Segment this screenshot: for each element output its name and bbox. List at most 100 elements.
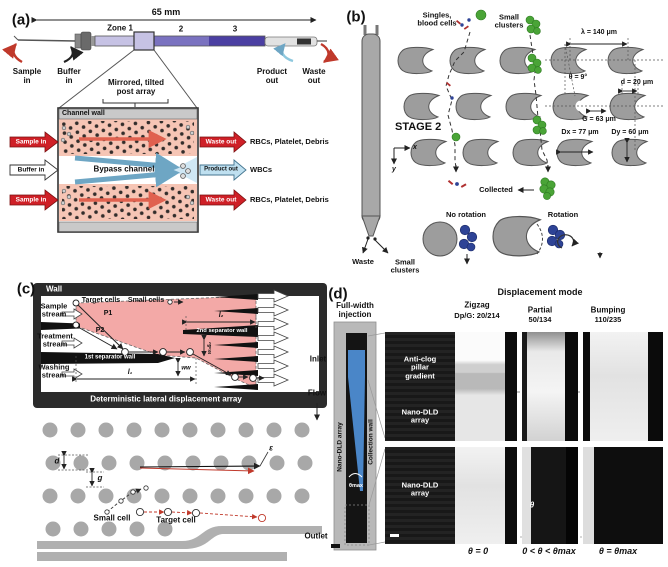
col-zigzag-ratio: Dp/G: 20/214 [454, 310, 500, 320]
target-cells-label: Target cells [81, 297, 121, 305]
sep2-label: 2nd separator wall [196, 327, 248, 334]
displacement-mode-title: Displacement mode [497, 286, 583, 297]
dim-ww-label: ww [181, 365, 191, 372]
stage-label: STAGE 2 [395, 120, 442, 133]
micrograph2-bumping-left [583, 447, 594, 544]
caption-theta0: θ = 0 [467, 545, 489, 556]
micrograph2-bumping-channel [594, 447, 663, 544]
flow-label: Flow [307, 388, 327, 398]
inset-title: Mirrored, tilted post array [107, 78, 164, 96]
sample-in-label: Sample in [12, 67, 42, 85]
dim-d-small: d [54, 456, 60, 466]
micrograph-zigzag-label-block [385, 332, 455, 441]
outlet-arrows [257, 289, 290, 387]
arrow-sample-in-2: Sample in [15, 196, 47, 204]
col-bumping-name: Bumping [590, 305, 626, 315]
micrograph2-zigzag-channel [455, 447, 505, 544]
target-cell-label: Target cell [156, 515, 196, 525]
arrow-waste-out-2: Waste out [205, 196, 237, 204]
single-cells [445, 18, 471, 188]
micrograph2-partial-right [566, 447, 578, 544]
device-schematic [2, 31, 339, 109]
micrograph-zigzag-channel [455, 332, 505, 441]
dim-w12-label: w₁&₂ [206, 341, 213, 355]
dim-l2-label: l₂ [218, 312, 224, 320]
p2-label: P2 [95, 327, 105, 335]
no-rotation-label: No rotation [446, 209, 486, 219]
micrograph2-partial-left [522, 447, 531, 544]
washing-stream-label: Washing stream [38, 362, 70, 380]
zone3-label: 3 [232, 24, 238, 34]
micrograph-bumping-left-edge [583, 332, 590, 441]
singles-trajectory [445, 31, 471, 173]
product-out-label: Product out [256, 67, 288, 85]
dld-caption: Deterministic lateral displacement array [90, 394, 242, 404]
theta-annotation: θ [529, 500, 535, 510]
nano-dld-row2-label: Nano-DLD array [401, 480, 439, 498]
sample-stream-label: Sample stream [40, 301, 68, 319]
small-cells-label: Small cells [127, 297, 165, 305]
bypass-label: Bypass channel [93, 164, 155, 174]
arrow-buffer-in: Buffer in [17, 166, 45, 174]
scale-label: 65 mm [151, 6, 181, 17]
collection-wall-label: Collection wall [367, 419, 375, 465]
arrow-waste-out-1: Waste out [205, 138, 237, 146]
panel-d-label: (d) [328, 285, 348, 303]
small-cell-label: Small cell [93, 513, 131, 523]
outlet-label: Outlet [304, 531, 328, 541]
treatment-stream-label: Treatment stream [37, 331, 73, 349]
micrograph-bumping-right-edge [648, 332, 663, 441]
singles-label: Singles, blood cells [417, 10, 457, 28]
dim-dx: Dx = 77 μm [561, 129, 599, 137]
circular-post-array [42, 422, 313, 537]
dim-g: G = 63 μm [582, 116, 616, 124]
blue-clusters [458, 224, 566, 252]
anti-clog-label: Anti-clog pillar gradient [403, 354, 437, 381]
zone2-label: 2 [178, 24, 184, 34]
anchor-post-array [397, 46, 648, 167]
channel-wall-label: Channel wall [62, 110, 105, 118]
full-width-injection-label: Full-width injection [336, 301, 374, 319]
col-zigzag-name: Zigzag [464, 300, 490, 310]
col-partial-name: Partial [527, 305, 553, 315]
inlet-label: Inlet [309, 354, 327, 364]
panel-c-label: (c) [16, 280, 36, 298]
wall-label: Wall [46, 284, 63, 294]
arrow-sample-in-1: Sample in [15, 138, 47, 146]
panel-c-graphics [33, 283, 327, 561]
dim-l1-label: l₁ [127, 369, 133, 377]
collected-label: Collected [479, 184, 513, 194]
small-clusters-out-label: Small clusters [390, 257, 420, 275]
dim-eps-label: ε [269, 443, 273, 453]
micrograph-bumping-channel [590, 332, 648, 441]
small-clusters-label: Small clusters [494, 12, 524, 30]
waste-out-label: Waste out [302, 67, 326, 85]
rotation-label: Rotation [547, 209, 579, 219]
product-contents: WBCs [250, 164, 273, 174]
micrograph-zigzag-edge [505, 332, 517, 441]
dim-dy: Dy = 60 μm [611, 129, 649, 137]
axis-y-label: y [392, 166, 396, 174]
theta-max-label: θmax [349, 482, 363, 489]
scale-bar [390, 534, 399, 537]
panel-a-label: (a) [11, 11, 31, 29]
dim-lambda: λ = 140 μm [580, 29, 618, 37]
panel-d-graphics [314, 321, 663, 551]
zone1-label: Zone 1 [107, 23, 133, 33]
nano-dld-row1-label: Nano-DLD array [401, 407, 439, 425]
axis-x-label: x [413, 144, 417, 152]
micrograph-partial-left-edge [522, 332, 527, 441]
micrograph2-zigzag-label-block [385, 447, 455, 544]
micrograph-partial-right-edge [565, 332, 578, 441]
buffer-in-label: Buffer in [57, 67, 81, 85]
panel-b-graphics [361, 9, 664, 265]
nano-dld-side-label: Nano-DLD array [336, 422, 344, 472]
col-partial-ratio: 50/134 [528, 314, 552, 324]
waste-contents-1: RBCs, Platelet, Debris [250, 136, 329, 146]
micrograph2-partial-channel [531, 447, 566, 544]
col-bumping-ratio: 110/235 [594, 314, 622, 324]
caption-theta-max: θ = θmax [598, 545, 638, 556]
dim-theta: θ = 9° [568, 74, 588, 82]
